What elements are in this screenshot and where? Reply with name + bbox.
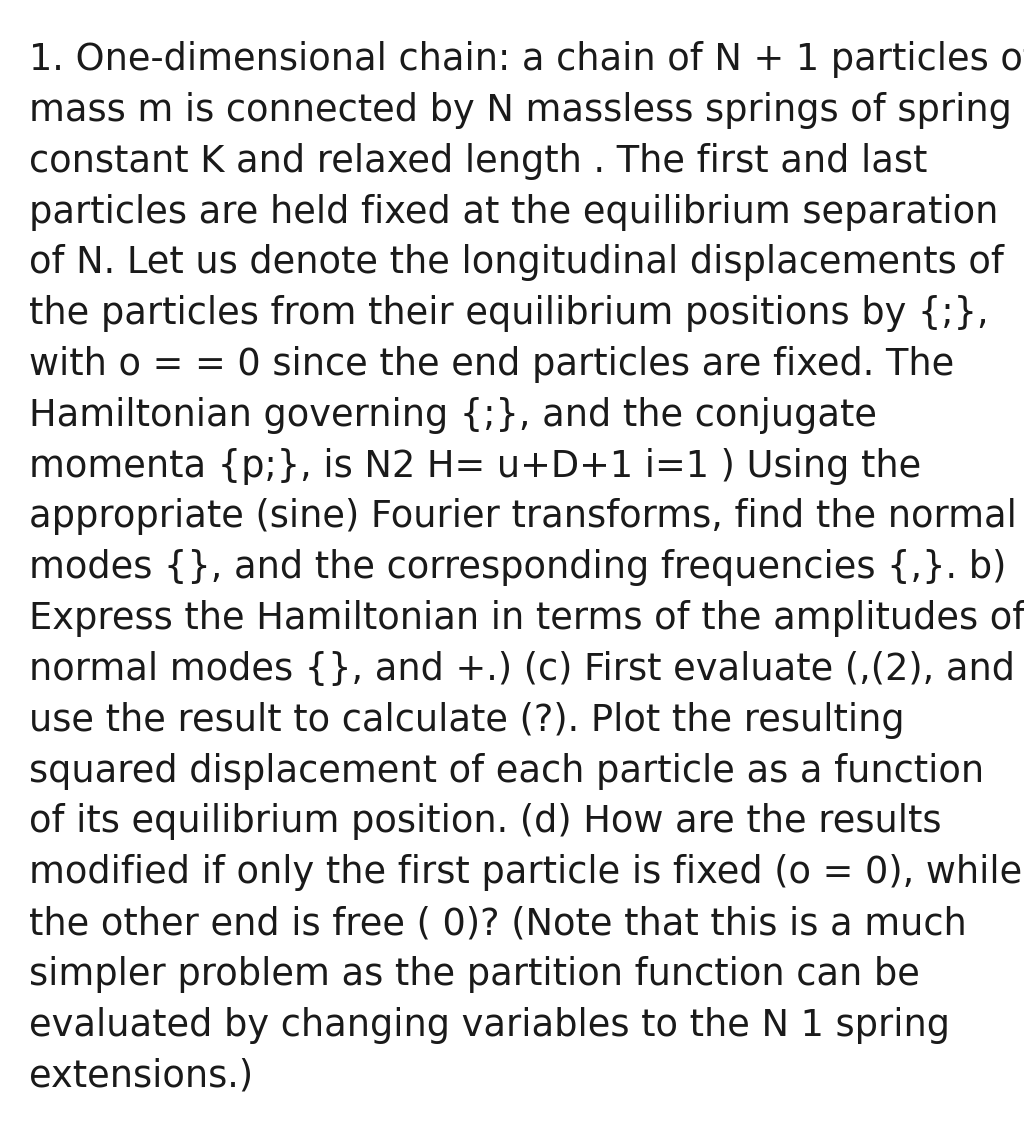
Text: of N. Let us denote the longitudinal displacements of: of N. Let us denote the longitudinal dis…: [29, 244, 1004, 281]
Text: Express the Hamiltonian in terms of the amplitudes of: Express the Hamiltonian in terms of the …: [29, 601, 1024, 637]
Text: constant K and relaxed length . The first and last: constant K and relaxed length . The firs…: [29, 143, 927, 179]
Text: the other end is free ( 0)? (Note that this is a much: the other end is free ( 0)? (Note that t…: [29, 904, 967, 942]
Text: particles are held fixed at the equilibrium separation: particles are held fixed at the equilibr…: [29, 193, 998, 231]
Text: simpler problem as the partition function can be: simpler problem as the partition functio…: [29, 956, 920, 992]
Text: 1. One-dimensional chain: a chain of N + 1 particles of: 1. One-dimensional chain: a chain of N +…: [29, 41, 1024, 78]
Text: use the result to calculate (?). Plot the resulting: use the result to calculate (?). Plot th…: [29, 701, 904, 739]
Text: mass m is connected by N massless springs of spring: mass m is connected by N massless spring…: [29, 93, 1012, 129]
Text: squared displacement of each particle as a function: squared displacement of each particle as…: [29, 753, 984, 789]
Text: momenta {p;}, is N2 H= u+D+1 i=1 ) Using the: momenta {p;}, is N2 H= u+D+1 i=1 ) Using…: [29, 448, 921, 484]
Text: appropriate (sine) Fourier transforms, find the normal: appropriate (sine) Fourier transforms, f…: [29, 498, 1017, 536]
Text: Hamiltonian governing {;}, and the conjugate: Hamiltonian governing {;}, and the conju…: [29, 397, 877, 434]
Text: the particles from their equilibrium positions by {;},: the particles from their equilibrium pos…: [29, 295, 988, 332]
Text: extensions.): extensions.): [29, 1057, 253, 1094]
Text: modes {}, and the corresponding frequencies {,}. b): modes {}, and the corresponding frequenc…: [29, 549, 1006, 586]
Text: modified if only the first particle is fixed (o = 0), while: modified if only the first particle is f…: [29, 854, 1022, 891]
Text: evaluated by changing variables to the N 1 spring: evaluated by changing variables to the N…: [29, 1007, 949, 1044]
Text: with o = = 0 since the end particles are fixed. The: with o = = 0 since the end particles are…: [29, 346, 954, 383]
Text: normal modes {}, and +.) (c) First evaluate (,(2), and: normal modes {}, and +.) (c) First evalu…: [29, 651, 1015, 687]
Text: of its equilibrium position. (d) How are the results: of its equilibrium position. (d) How are…: [29, 804, 941, 841]
